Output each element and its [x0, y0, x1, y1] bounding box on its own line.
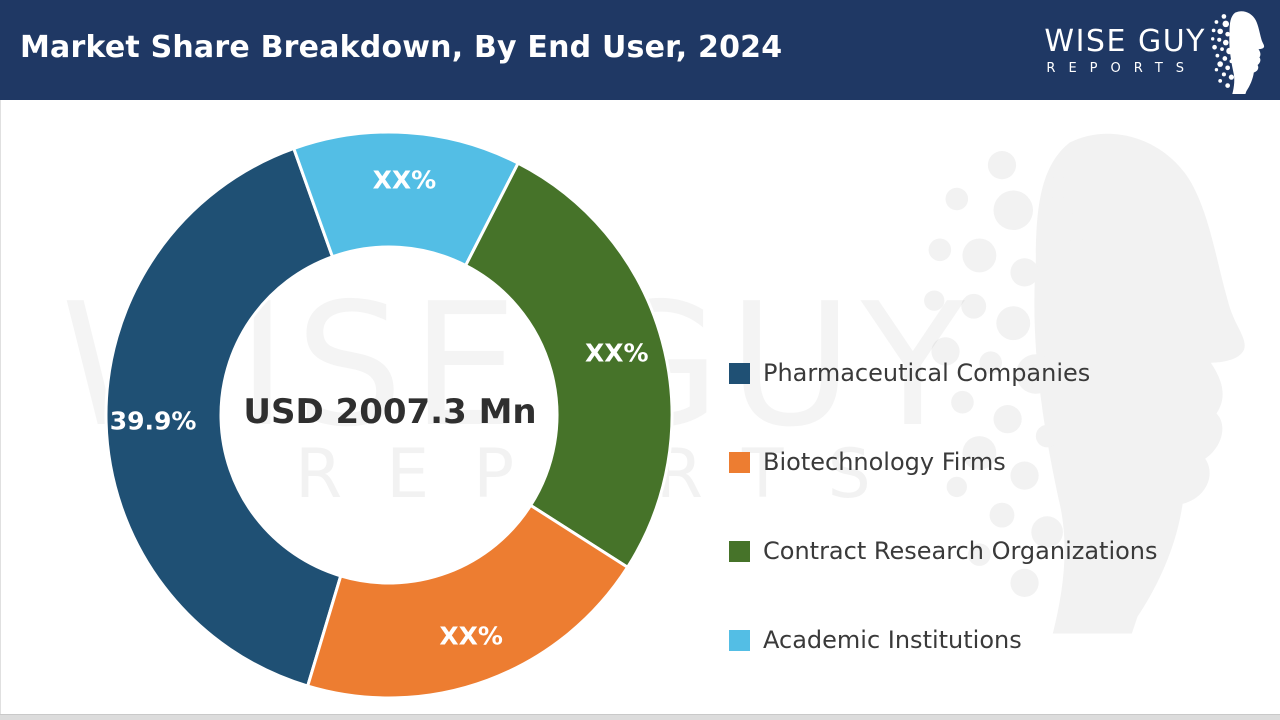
donut-center-value: USD 2007.3 Mn — [243, 392, 537, 432]
brand-logo-head-icon — [1208, 8, 1266, 94]
legend-item-biotechnology-firms: Biotechnology Firms — [729, 446, 1158, 478]
legend-item-academic-institutions: Academic Institutions — [729, 624, 1158, 656]
legend-label: Pharmaceutical Companies — [763, 359, 1091, 387]
chart-area: WISE GUY REPORTS USD 2007.3 Mn 39.9%XX%X… — [0, 100, 1280, 714]
legend-label: Contract Research Organizations — [763, 537, 1158, 565]
legend: Pharmaceutical Companies Biotechnology F… — [729, 357, 1158, 656]
brand-logo-text: WISE GUY REPORTS — [1044, 24, 1206, 76]
footer-strip — [0, 714, 1280, 720]
legend-label: Biotechnology Firms — [763, 448, 1006, 476]
legend-label: Academic Institutions — [763, 626, 1022, 654]
brand-subtitle: REPORTS — [1046, 61, 1198, 76]
legend-swatch-academic-institutions — [729, 629, 750, 651]
legend-swatch-biotechnology-firms — [729, 451, 750, 473]
legend-swatch-contract-research-organizations — [729, 540, 750, 562]
page-title: Market Share Breakdown, By End User, 202… — [20, 29, 783, 65]
legend-swatch-pharmaceutical-companies — [729, 362, 750, 384]
header: Market Share Breakdown, By End User, 202… — [0, 0, 1280, 100]
donut-slice-pharmaceutical-companies — [104, 146, 343, 688]
slice-value-label: XX% — [439, 621, 503, 651]
slice-value-label: XX% — [584, 338, 649, 368]
legend-item-pharmaceutical-companies: Pharmaceutical Companies — [729, 357, 1158, 389]
donut-chart — [104, 130, 674, 700]
donut-slice-biotechnology-firms — [306, 503, 630, 700]
slice-value-label: 39.9% — [109, 406, 197, 436]
slice-value-label: XX% — [372, 165, 437, 194]
brand-wordmark: WISE GUY — [1044, 24, 1206, 59]
donut-slice-contract-research-organizations — [464, 161, 674, 569]
legend-item-contract-research-organizations: Contract Research Organizations — [729, 535, 1158, 567]
brand-logo: WISE GUY REPORTS — [1044, 8, 1266, 94]
